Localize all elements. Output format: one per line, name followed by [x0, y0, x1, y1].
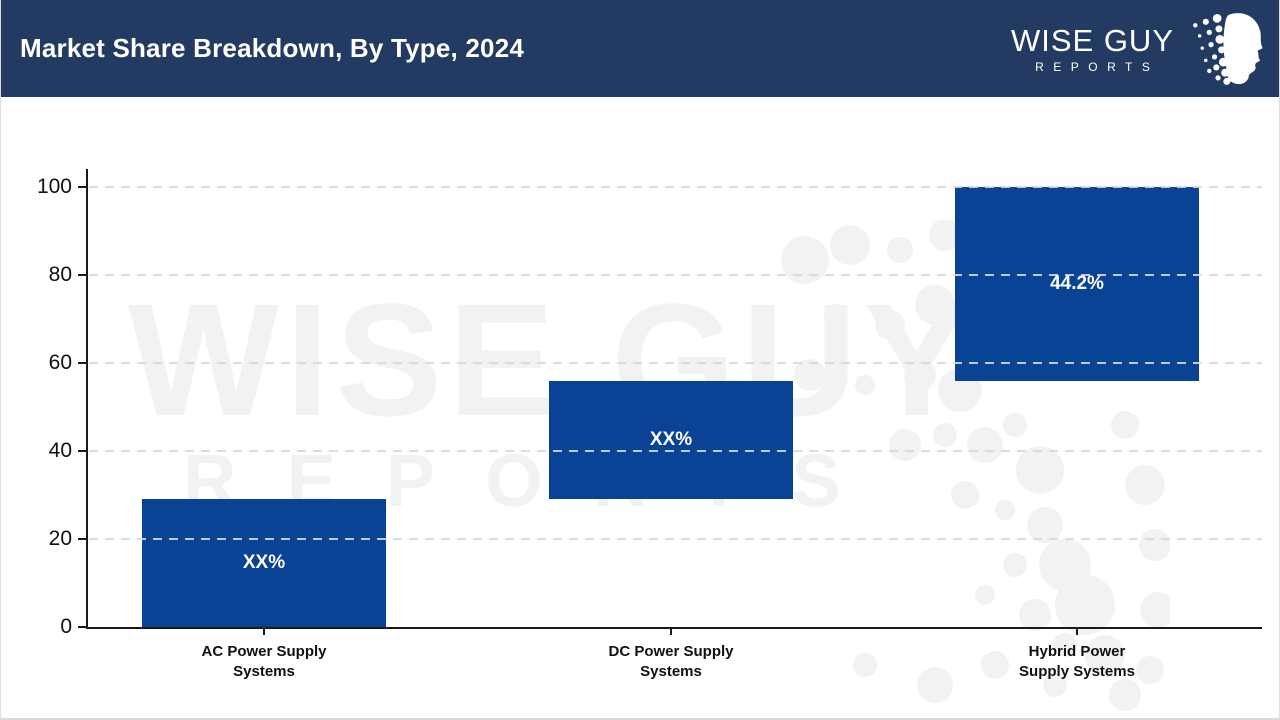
y-tick-label: 20: [48, 526, 72, 550]
y-tick-label: 0: [60, 615, 72, 638]
gridline: [89, 537, 1262, 540]
gridline: [89, 449, 1262, 452]
brand-logo-text: WISE GUY REPORTS: [1010, 22, 1174, 74]
x-category-label-line: Systems: [640, 663, 702, 680]
x-category-label: DC Power Supply Systems: [501, 642, 841, 682]
brand-subtitle: REPORTS: [1035, 59, 1160, 74]
y-tick-label: 60: [48, 350, 72, 374]
page-title: Market Share Breakdown, By Type, 2024: [20, 33, 525, 63]
y-axis-tick: [78, 537, 86, 540]
gridline: [89, 361, 1262, 364]
app-header: Market Share Breakdown, By Type, 2024 WI…: [0, 0, 1280, 97]
x-category-label-line: Supply Systems: [1019, 663, 1135, 680]
x-category-label-line: Hybrid Power: [1028, 643, 1126, 660]
y-tick-label: 100: [36, 174, 72, 198]
y-axis-line: [86, 169, 88, 629]
y-tick-label: 40: [48, 438, 72, 462]
bar-value-label: XX%: [242, 552, 286, 574]
x-category-label-line: AC Power Supply: [201, 643, 327, 660]
x-category-label: Hybrid Power Supply Systems: [907, 642, 1247, 682]
x-axis-tick: [263, 629, 265, 635]
brand-wordmark: WISE GUY: [1010, 22, 1174, 58]
x-category-label-line: DC Power Supply: [608, 643, 734, 660]
y-axis-tick: [78, 273, 86, 276]
y-axis-tick: [78, 361, 86, 364]
x-category-label-line: Systems: [233, 663, 295, 680]
brand-face-icon: [1193, 12, 1263, 85]
x-category-label: AC Power Supply Systems: [94, 642, 434, 682]
brand-logo: WISE GUY REPORTS: [1011, 7, 1268, 91]
x-axis-tick: [670, 629, 672, 635]
bar: [142, 499, 386, 627]
x-axis-tick: [1076, 629, 1078, 635]
gridline: [89, 273, 1262, 276]
y-axis-tick: [78, 185, 86, 188]
bar-value-label: XX%: [649, 429, 693, 451]
y-tick-label: 80: [48, 262, 72, 286]
bar-value-label: 44.2%: [1050, 272, 1104, 294]
watermark-face-dots-icon: [781, 220, 1170, 711]
bar: [955, 186, 1199, 382]
y-axis-tick: [78, 449, 86, 452]
x-axis-line: [86, 627, 1262, 629]
gridline: [89, 185, 1262, 188]
y-axis-tick: [78, 626, 86, 628]
bar: [549, 381, 793, 500]
